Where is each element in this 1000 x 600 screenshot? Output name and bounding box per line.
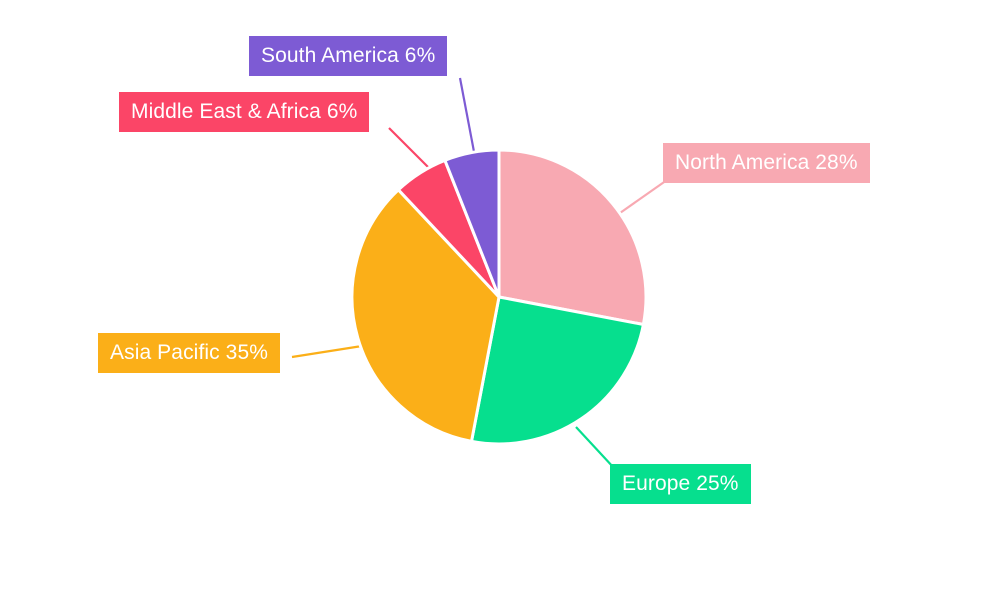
- pie-label-north-america: North America 28%: [663, 143, 870, 183]
- leader-line-europe: [575, 426, 615, 469]
- pie-label-south-america: South America 6%: [249, 36, 448, 76]
- pie-label-middle-east-africa: Middle East & Africa 6%: [119, 92, 370, 132]
- leader-line-asia-pacific: [291, 344, 363, 359]
- pie-slice-europe[interactable]: [470, 295, 645, 446]
- leader-line-north-america: [619, 179, 668, 214]
- pie-label-europe: Europe 25%: [610, 464, 751, 504]
- pie-slice-south-america[interactable]: [443, 148, 501, 299]
- pie-slices-group: [350, 148, 648, 446]
- pie-slice-asia-pacific[interactable]: [350, 188, 501, 443]
- pie-label-asia-pacific: Asia Pacific 35%: [98, 333, 281, 373]
- pie-slice-north-america[interactable]: [497, 148, 648, 326]
- leader-line-south-america: [458, 77, 477, 158]
